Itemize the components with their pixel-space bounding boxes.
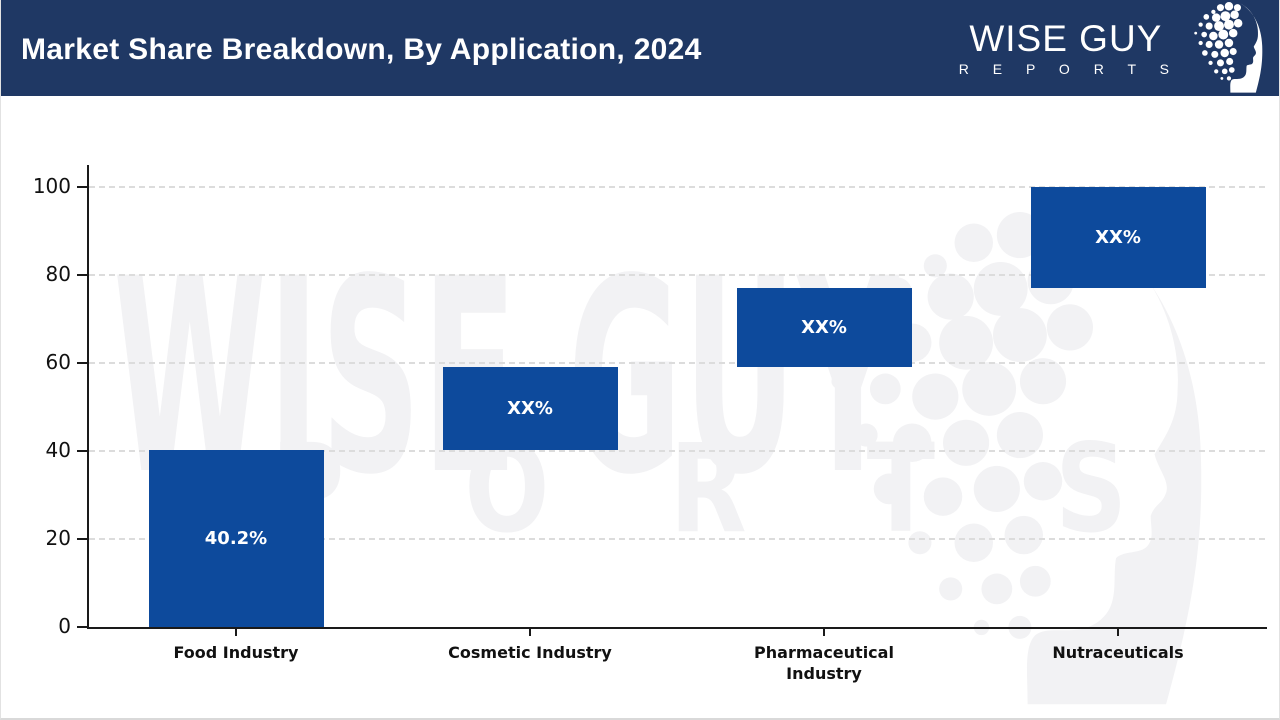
- bar-value-label: XX%: [1095, 227, 1141, 249]
- y-tick-40: [77, 450, 89, 452]
- x-label-nutraceuticals: Nutraceuticals: [1052, 643, 1184, 662]
- plot-area: 0 20 40 60 80 100 40.2% Food Industry XX% Cosmeti…: [33, 174, 1265, 683]
- bar-cosmetic-industry: XX%: [442, 367, 618, 451]
- bar-pharmaceutical-industry: XX%: [736, 288, 912, 368]
- x-label-cosmetic-industry: Cosmetic Industry: [448, 643, 612, 662]
- y-tick-0: [77, 626, 89, 628]
- gridline-60: [89, 362, 1265, 364]
- x-tick-nutraceuticals: [1117, 627, 1119, 636]
- header: Market Share Breakdown, By Application, …: [1, 0, 1279, 96]
- gridline-80: [89, 274, 1265, 276]
- x-tick-food-industry: [235, 627, 237, 636]
- logo-text: WISE GUY R E P O R T S: [953, 20, 1179, 77]
- y-tick-label-100: 100: [32, 174, 71, 198]
- y-tick-label-0: 0: [58, 614, 71, 638]
- x-tick-pharmaceutical-industry: [823, 627, 825, 636]
- wiseguy-logo: WISE GUY R E P O R T S: [953, 0, 1267, 96]
- y-tick-label-60: 60: [45, 350, 71, 374]
- logo-wordmark: WISE GUY: [969, 17, 1163, 59]
- y-tick-60: [77, 362, 89, 364]
- chart-title: Market Share Breakdown, By Application, …: [21, 33, 702, 66]
- x-label-pharmaceutical-industry: Pharmaceutical Industry: [754, 643, 894, 683]
- logo-subtext: R E P O R T S: [958, 60, 1179, 77]
- y-tick-80: [77, 274, 89, 276]
- y-tick-label-20: 20: [45, 526, 71, 550]
- logo-face-icon: [1181, 2, 1267, 94]
- y-tick-label-40: 40: [45, 438, 71, 462]
- bar-value-label: XX%: [801, 317, 847, 339]
- bar-nutraceuticals: XX%: [1030, 187, 1206, 289]
- gridline-100: [89, 186, 1265, 188]
- x-label-food-industry: Food Industry: [173, 643, 299, 662]
- gridline-40: [89, 450, 1265, 452]
- y-tick-20: [77, 538, 89, 540]
- bar-value-label: 40.2%: [204, 528, 268, 550]
- y-tick-label-80: 80: [45, 262, 71, 286]
- x-tick-cosmetic-industry: [529, 627, 531, 636]
- bar-value-label: XX%: [507, 398, 553, 420]
- y-tick-100: [77, 186, 89, 188]
- y-axis-line: [87, 165, 89, 629]
- bar-food-industry: 40.2%: [148, 450, 324, 627]
- x-axis-line: [87, 627, 1267, 629]
- gridline-20: [89, 538, 1265, 540]
